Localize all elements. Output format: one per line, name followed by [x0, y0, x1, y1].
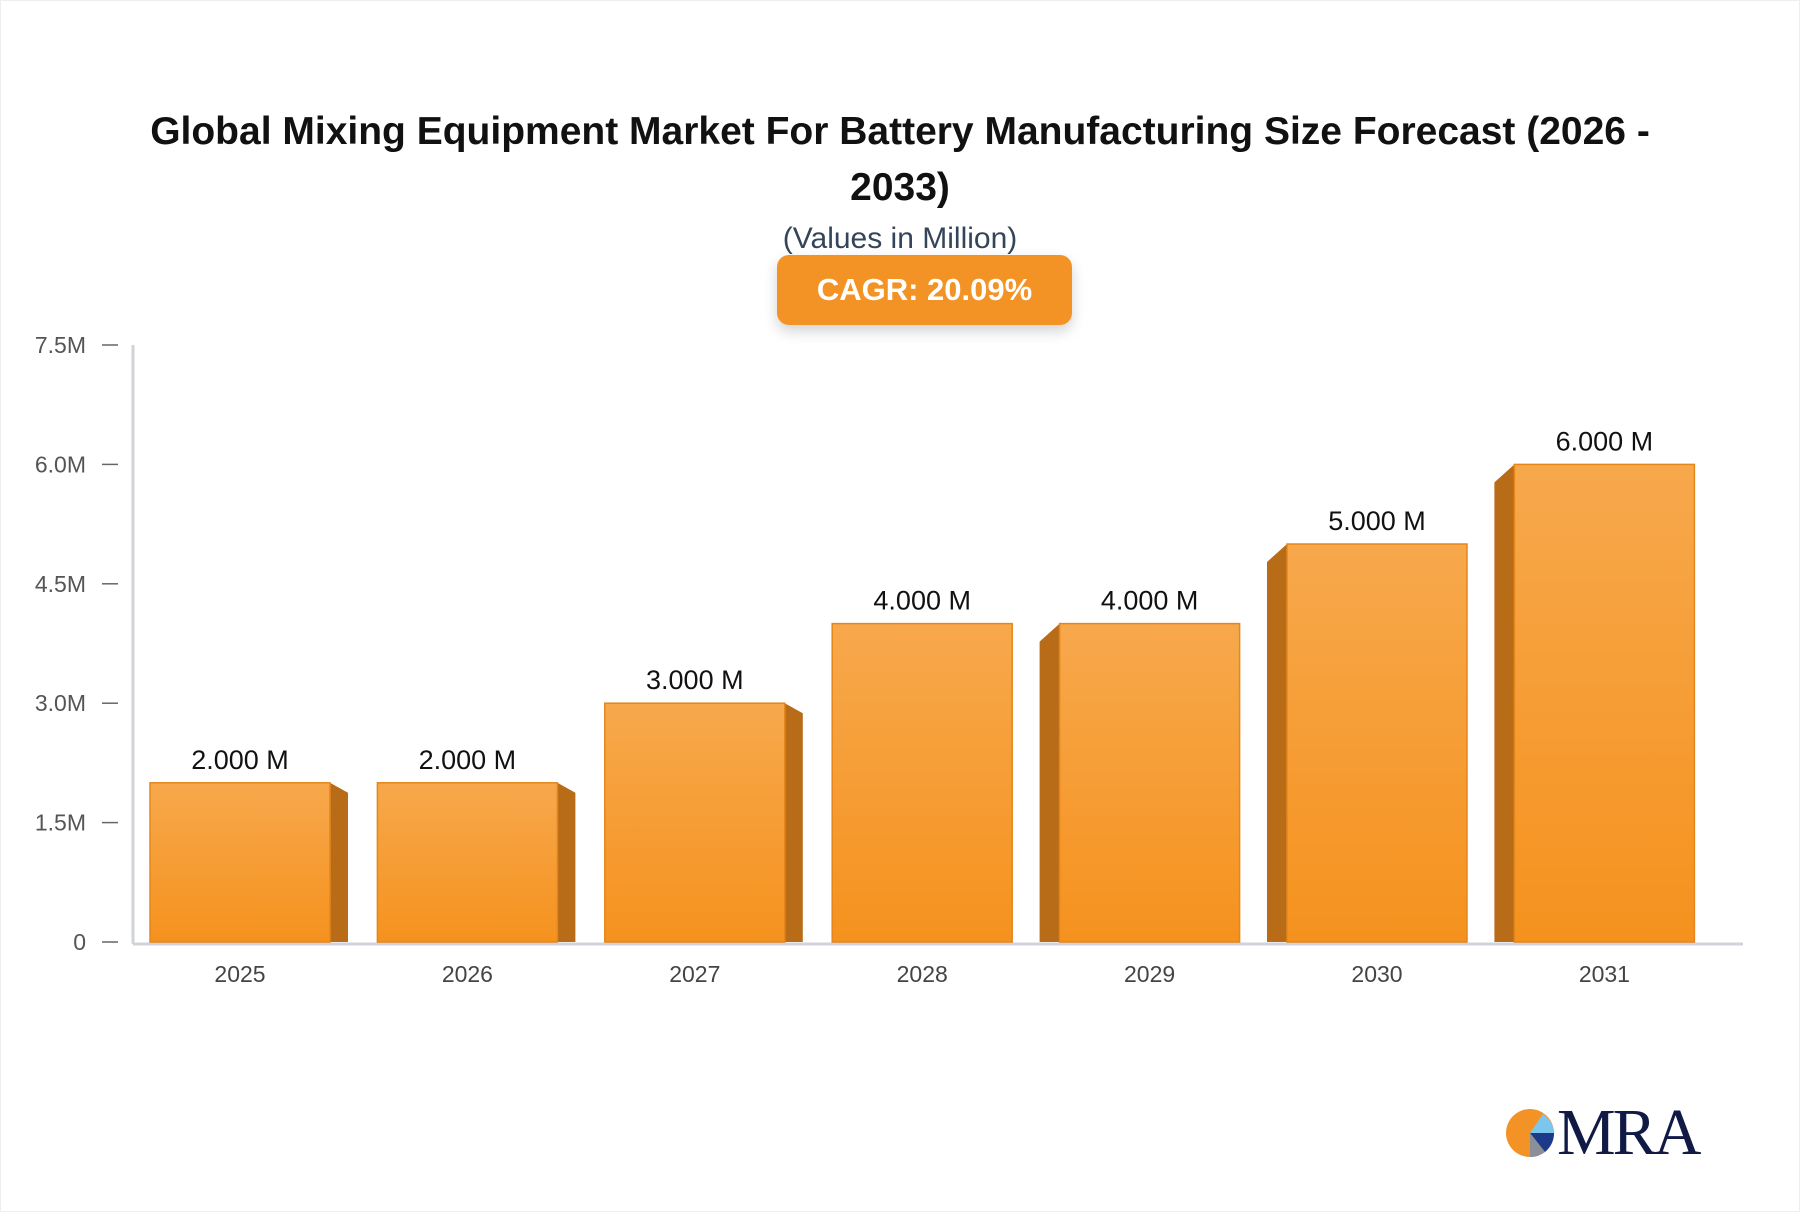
x-tick-label: 2030	[1351, 961, 1402, 987]
logo-text: MRA	[1557, 1096, 1701, 1169]
y-tick-label: 0	[73, 929, 86, 955]
cagr-badge: CAGR: 20.09%	[777, 255, 1072, 325]
x-tick-label: 2025	[214, 961, 265, 987]
y-tick-label: 7.5M	[35, 332, 86, 358]
mra-logo: MRA	[1505, 1095, 1701, 1171]
data-label: 4.000 M	[873, 586, 971, 616]
data-label: 2.000 M	[419, 745, 517, 775]
bar-side-face	[1494, 464, 1515, 942]
y-tick-label: 1.5M	[35, 810, 86, 836]
x-tick-label: 2028	[897, 961, 948, 987]
bar	[149, 782, 331, 943]
y-tick-label: 3.0M	[35, 690, 86, 716]
pie-logo-icon	[1506, 1109, 1555, 1158]
data-label: 2.000 M	[191, 745, 289, 775]
x-tick-label: 2026	[442, 961, 493, 987]
data-label: 5.000 M	[1328, 506, 1426, 536]
bar-side-face	[330, 782, 348, 942]
y-tick-label: 6.0M	[35, 451, 86, 477]
bar	[376, 782, 559, 943]
bar-side-face	[1267, 544, 1287, 942]
data-label: 3.000 M	[646, 665, 744, 695]
bar-side-face	[784, 703, 803, 942]
bar	[1513, 463, 1696, 943]
x-tick-label: 2031	[1579, 961, 1630, 987]
x-tick-label: 2027	[669, 961, 720, 987]
chart-title: Global Mixing Equipment Market For Batte…	[150, 110, 1650, 209]
data-label: 4.000 M	[1101, 586, 1199, 616]
bar	[604, 702, 786, 943]
x-tick-label: 2029	[1124, 961, 1175, 987]
bar	[1286, 543, 1468, 943]
bar-side-face	[557, 782, 576, 942]
bar	[831, 622, 1013, 943]
chart-subtitle: (Values in Million)	[782, 222, 1018, 255]
bar	[1058, 622, 1241, 943]
y-tick-label: 4.5M	[35, 571, 86, 597]
bar-side-face	[1039, 623, 1060, 942]
data-label: 6.000 M	[1556, 426, 1654, 456]
